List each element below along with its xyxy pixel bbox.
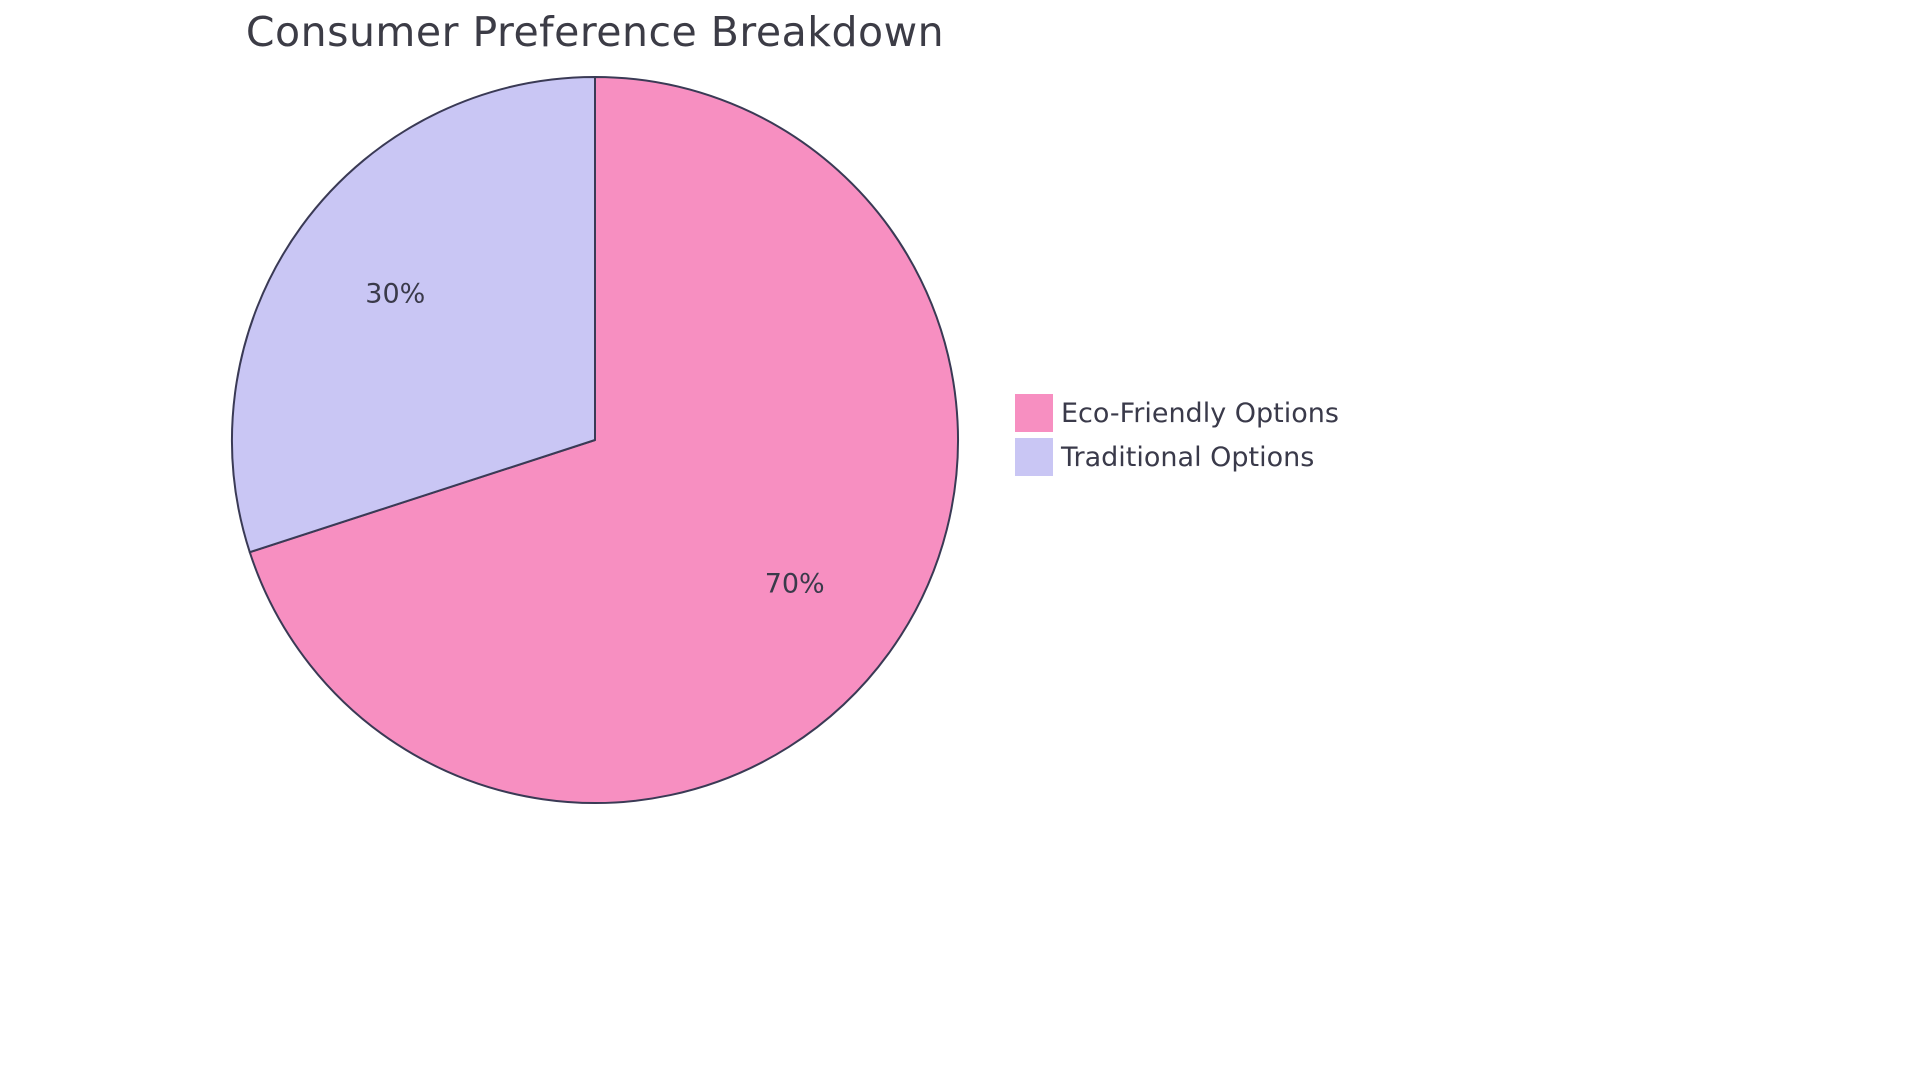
pie-slice-1 <box>231 76 596 554</box>
pie-chart: 70% 30% <box>231 76 960 804</box>
legend-label-traditional: Traditional Options <box>1061 441 1315 473</box>
legend-item-eco-friendly: Eco-Friendly Options <box>1015 394 1339 432</box>
legend-label-eco-friendly: Eco-Friendly Options <box>1061 397 1339 429</box>
pie-slice-label-1: 30% <box>365 278 425 309</box>
legend-swatch-traditional <box>1015 438 1053 476</box>
pie-slice-label-0: 70% <box>765 569 825 600</box>
legend-swatch-eco-friendly <box>1015 394 1053 432</box>
legend: Eco-Friendly Options Traditional Options <box>1015 394 1339 476</box>
chart-title: Consumer Preference Breakdown <box>245 8 945 56</box>
legend-item-traditional: Traditional Options <box>1015 438 1339 476</box>
pie-slice-0 <box>248 76 960 804</box>
